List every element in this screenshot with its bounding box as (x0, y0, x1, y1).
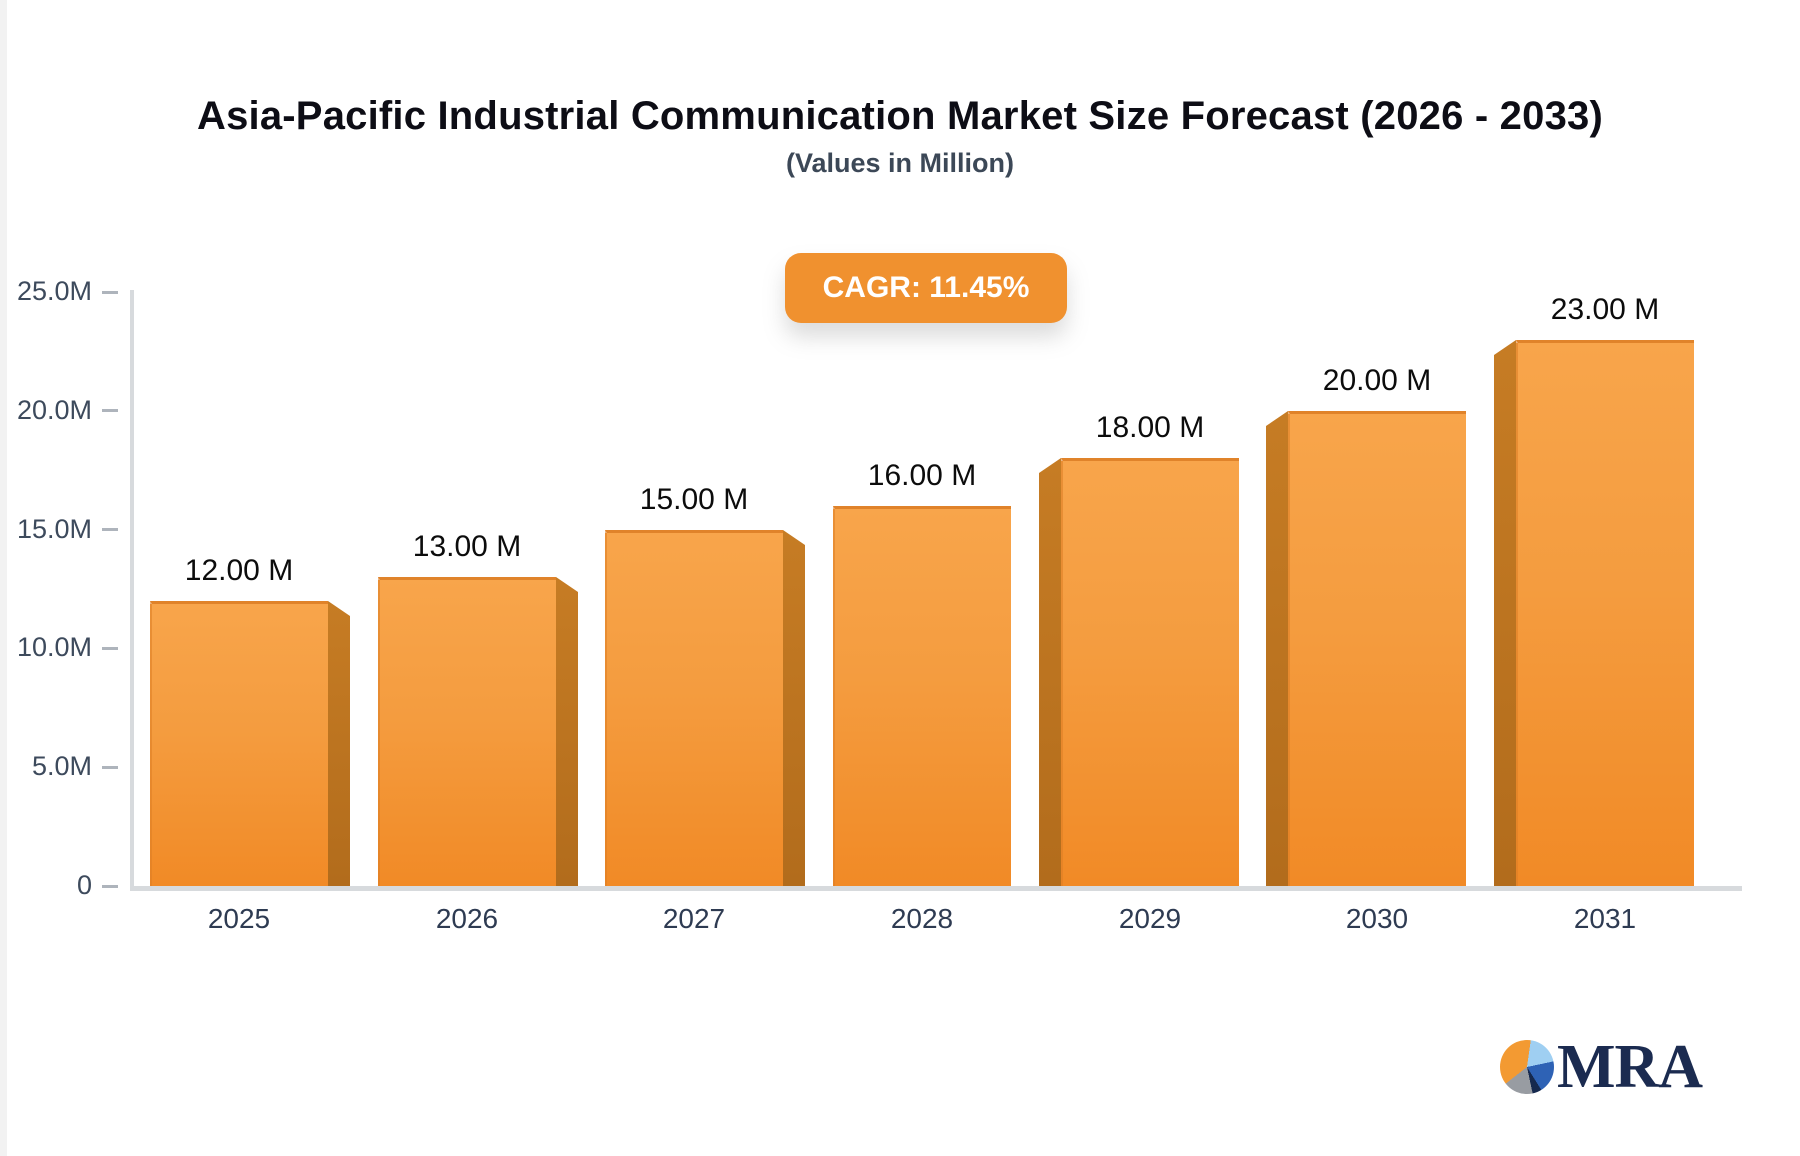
y-tick-mark (102, 528, 118, 532)
x-tick-label-2028: 2028 (890, 903, 954, 934)
bar-2031 (1516, 340, 1694, 886)
bar-value-label-2026: 13.00 M (412, 530, 522, 563)
chart-subtitle: (Values in Million) (785, 148, 1015, 178)
bar-side-face-2025 (328, 601, 350, 886)
bar-2025 (150, 601, 328, 886)
bar-2027 (605, 530, 783, 886)
x-tick-label-2030: 2030 (1345, 903, 1409, 934)
bar-value-label-2028: 16.00 M (867, 459, 977, 492)
x-tick-label-2025: 2025 (207, 903, 271, 934)
cagr-badge: CAGR: 11.45% (785, 253, 1067, 323)
y-tick-mark (102, 884, 118, 888)
mra-logo-text: MRA (1557, 1033, 1703, 1101)
pie-chart-icon (1500, 1040, 1554, 1094)
bar-2030 (1288, 411, 1466, 886)
y-tick-label: 25.0M (16, 276, 92, 306)
page-left-edge (0, 0, 7, 1156)
bar-side-face-2026 (556, 577, 578, 886)
bar-2026 (378, 577, 556, 886)
x-tick-label-2026: 2026 (435, 903, 499, 934)
bar-value-label-2030: 20.00 M (1322, 364, 1432, 397)
bar-2029 (1061, 458, 1239, 886)
y-tick-label: 5.0M (31, 751, 92, 782)
bar-side-face-2031 (1494, 340, 1516, 886)
bar-side-face-2027 (783, 530, 805, 886)
bar-side-face-2029 (1039, 458, 1061, 886)
y-tick-label: 20.0M (16, 394, 92, 425)
x-axis-line (130, 886, 1742, 891)
x-tick-label-2029: 2029 (1118, 903, 1182, 934)
bar-side-face-2030 (1266, 411, 1288, 886)
y-tick-mark (102, 290, 118, 294)
x-tick-label-2031: 2031 (1573, 903, 1637, 934)
bar-value-label-2027: 15.00 M (639, 483, 749, 516)
y-tick-label: 10.0M (16, 632, 92, 663)
mra-logo: MRA (1500, 1033, 1703, 1101)
x-tick-label-2027: 2027 (662, 903, 726, 934)
y-tick-mark (102, 409, 118, 413)
bar-value-label-2029: 18.00 M (1095, 411, 1205, 444)
chart-title: Asia-Pacific Industrial Communication Ma… (197, 94, 1603, 138)
y-tick-label: 15.0M (16, 513, 92, 544)
y-axis-line (130, 290, 134, 888)
bar-value-label-2031: 23.00 M (1550, 293, 1660, 326)
y-tick-mark (102, 765, 118, 769)
bar-2028 (833, 506, 1011, 886)
y-tick-mark (102, 646, 118, 650)
bar-value-label-2025: 12.00 M (184, 554, 294, 587)
y-tick-label: 0 (76, 870, 92, 900)
